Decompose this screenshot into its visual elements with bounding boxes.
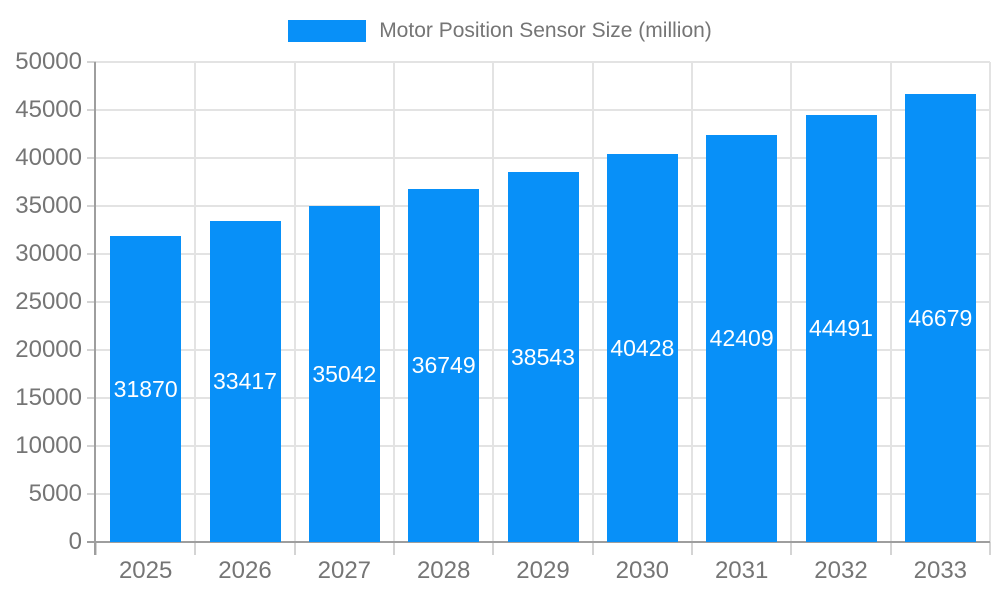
y-tick-label: 40000 [15,144,82,171]
y-tick-label: 50000 [15,48,82,75]
bar[interactable]: 31870 [110,236,182,542]
x-axis-tick [790,542,793,555]
y-tick-label: 15000 [15,384,82,411]
y-tick-label: 5000 [28,480,82,507]
x-axis-tick [989,542,991,555]
x-tick-label: 2026 [218,557,272,584]
y-tick-label: 10000 [15,432,82,459]
y-axis-tick [87,109,96,111]
v-gridline [989,62,991,542]
y-axis-tick [87,397,96,399]
y-axis-tick [87,445,96,447]
bar-value-label: 33417 [213,368,277,394]
v-gridline [194,62,197,542]
bar-value-label: 40428 [610,334,675,361]
h-gridline [96,109,990,111]
bar[interactable]: 35042 [308,206,380,542]
x-axis-line [87,541,990,543]
y-tick-label: 45000 [15,96,82,123]
x-axis-tick [591,542,594,555]
y-tick-label: 30000 [15,240,82,267]
y-axis-tick [87,157,96,159]
bar-value-label: 36749 [411,352,476,378]
bar[interactable]: 36749 [408,189,480,542]
x-tick-label: 2027 [317,557,372,584]
legend-label: Motor Position Sensor Size (million) [379,19,712,42]
x-tick-label: 2033 [913,557,968,584]
v-gridline [492,62,495,542]
bar-value-label: 46679 [908,304,973,331]
y-axis-tick [87,253,96,255]
bar[interactable]: 40428 [606,154,678,542]
x-tick-label: 2028 [416,557,471,584]
bar[interactable]: 33417 [209,221,281,542]
bar-value-label: 42409 [709,325,774,351]
x-tick-label: 2025 [118,557,173,584]
bar[interactable]: 42409 [706,135,778,542]
bar[interactable]: 46679 [904,94,976,542]
y-tick-label: 0 [68,528,82,555]
bar-value-label: 35042 [312,360,377,387]
y-axis-tick [87,349,96,351]
h-gridline [96,157,990,159]
x-axis-tick [492,542,495,555]
x-axis-tick [95,542,97,555]
bar-value-label: 44491 [809,315,873,341]
bar[interactable]: 44491 [805,115,877,542]
y-tick-label: 25000 [15,288,82,315]
y-axis-line [94,62,96,555]
v-gridline [691,62,693,542]
v-gridline [790,62,793,542]
bar-value-label: 38543 [511,343,575,370]
x-tick-label: 2029 [516,557,570,584]
v-gridline [889,62,892,542]
x-axis-tick [889,542,892,555]
bar[interactable]: 38543 [507,172,579,542]
x-axis-tick [393,542,395,555]
v-gridline [591,62,594,542]
legend-swatch-icon [288,20,367,42]
x-tick-label: 2031 [714,557,769,584]
y-axis-tick [87,301,96,303]
x-axis-tick [691,542,693,555]
y-axis-tick [87,205,96,207]
legend[interactable]: Motor Position Sensor Size (million) [0,18,1000,44]
y-axis-tick [87,493,96,495]
y-tick-label: 35000 [15,192,82,219]
x-tick-label: 2032 [814,557,868,584]
y-tick-label: 20000 [15,336,82,363]
h-gridline [96,61,990,63]
v-gridline [393,62,395,542]
x-axis-tick [194,542,197,555]
y-axis-tick [87,61,96,63]
x-tick-label: 2030 [615,557,670,584]
bar-value-label: 31870 [113,375,178,402]
x-axis-tick [293,542,296,555]
v-gridline [293,62,296,542]
